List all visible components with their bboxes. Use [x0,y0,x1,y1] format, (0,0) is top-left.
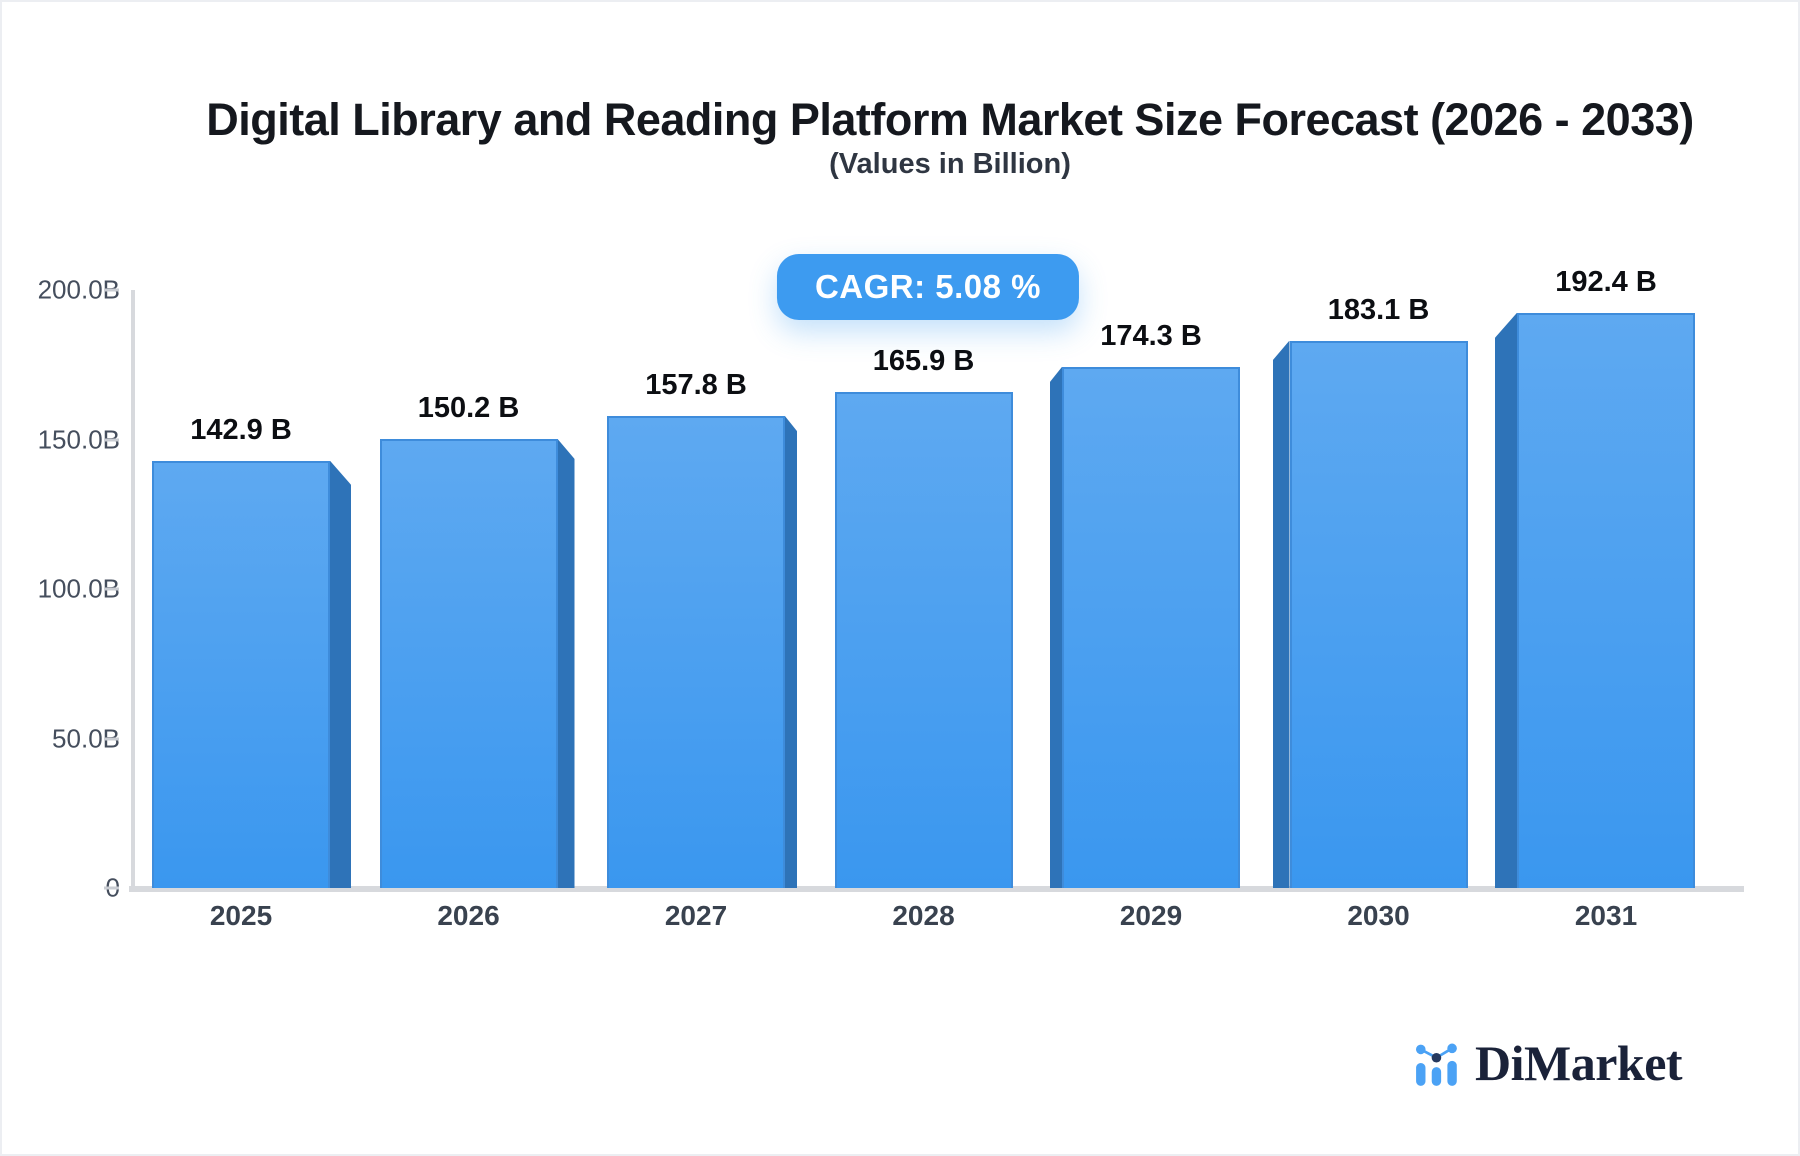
bar-2025 [152,460,330,888]
x-axis-label: 2029 [1119,900,1183,931]
bar-side-face [1050,366,1062,888]
y-axis-tick-label: 100.0B [37,573,120,604]
x-axis-label: 2027 [664,900,728,931]
y-axis-line [131,290,135,890]
bar-value-label: 150.2 B [417,391,520,424]
bar-2026 [379,438,558,888]
bar-2029 [1062,366,1240,888]
y-axis-tick-label: 0 [2,873,120,904]
bar-value-label: 165.9 B [872,344,975,377]
y-axis-tick-mark [104,288,119,292]
logo-bars-icon [1415,1043,1457,1086]
bar-side-face [1272,340,1290,888]
bar-value-label: 183.1 B [1327,293,1430,326]
bar-side-face [785,416,797,888]
bar-2027 [607,416,785,888]
bar-2031 [1517,312,1695,888]
y-axis-tick-mark [104,737,119,740]
x-axis-label: 2025 [209,900,273,931]
bar-value-label: 192.4 B [1555,265,1657,298]
bar-value-label: 174.3 B [1100,319,1202,352]
bar-side-face [1495,312,1517,888]
bar-side-face [557,438,575,888]
chart-subtitle: (Values in Billion) [829,148,1071,180]
logo-text: DiMarket [1475,1035,1683,1091]
bar-2030 [1289,340,1468,888]
y-axis-tick-mark [104,886,119,890]
x-axis-label: 2031 [1574,900,1638,931]
bar-value-label: 142.9 B [190,413,292,446]
y-axis-tick-mark [104,587,119,591]
bar-2028 [834,391,1013,888]
y-axis-tick-mark [104,438,119,441]
dimarket-logo: DiMarket [1414,1035,1683,1091]
cagr-badge: CAGR: 5.08 % [776,254,1080,320]
y-axis-tick-label: 150.0B [37,424,120,454]
bar-value-label: 157.8 B [645,369,747,402]
x-axis-label: 2028 [892,900,955,931]
x-axis-line [129,886,1744,892]
bar-side-face [330,460,351,888]
chart-title: Digital Library and Reading Platform Mar… [206,94,1694,145]
x-axis-label: 2030 [1347,900,1410,931]
y-axis-tick-label: 50.0B [52,723,120,753]
y-axis-tick-label: 200.0B [37,274,120,305]
x-axis-label: 2026 [437,900,500,931]
